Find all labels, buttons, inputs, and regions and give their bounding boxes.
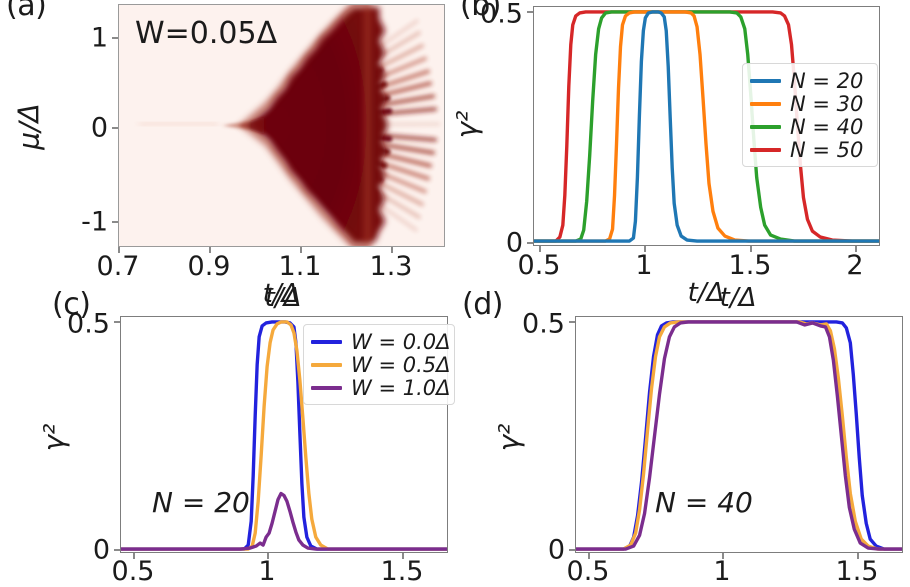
- legend-swatch-n20: [750, 78, 781, 83]
- panel-b-xtick-3: 2: [846, 250, 864, 281]
- panel-b-label: (b): [460, 0, 501, 23]
- panel-a-xtick-mark-3: [391, 247, 393, 253]
- panel-d-curves: [576, 317, 902, 552]
- panel-a-xtick-1: 0.9: [187, 251, 231, 282]
- panel-c-axes: [120, 316, 448, 553]
- panel-a-ytick-mark-1: [112, 127, 118, 129]
- legend-label-w10: W = 1.0Δ: [351, 375, 451, 400]
- panel-c-ytick-1: 0: [92, 534, 110, 566]
- panel-b-xtick-1: 1: [635, 250, 653, 281]
- legend-swatch-w10: [311, 385, 342, 390]
- panel-b-xtick-2: 1.5: [728, 250, 772, 281]
- legend-swatch-w05: [311, 362, 342, 367]
- legend-label-w00: W = 0.0Δ: [351, 329, 451, 354]
- panel-a-xtick-mark-2: [300, 247, 302, 253]
- panel-d-xtick-mark-1: [722, 553, 724, 559]
- figure-root: (a): [6, 0, 903, 587]
- panel-b-xtick-mark-3: [855, 246, 857, 252]
- panel-b-xtick-mark-2: [750, 246, 752, 252]
- panel-a-heatmap: [119, 5, 444, 246]
- panel-d-xtick-1: 1: [713, 556, 731, 587]
- panel-c-xtick-mark-2: [402, 553, 404, 559]
- panel-a-ytick-mark-2: [112, 221, 118, 223]
- legend-item-n20: N = 20: [750, 68, 868, 93]
- panel-a-xtick-2: 1.1: [278, 251, 322, 282]
- legend-item-n50: N = 50: [750, 137, 868, 162]
- panel-b-xtick-mark-1: [644, 246, 646, 252]
- panel-a-xtick-0: 0.7: [96, 251, 140, 282]
- panel-d-ytick-mark-1: [569, 549, 575, 551]
- panel-a-xtick-3: 1.3: [369, 251, 413, 282]
- panel-a-xtick-mark-0: [118, 247, 120, 253]
- panel-b-xtick-mark-0: [539, 246, 541, 252]
- panel-d-xtick-mark-2: [857, 553, 859, 559]
- panel-c-curves: [121, 317, 447, 552]
- panel-d-ylabel: γ²: [492, 423, 526, 452]
- panel-a-axes: [118, 4, 445, 247]
- panel-c-xtick-1: 1: [258, 556, 276, 587]
- panel-a-xlabel: t/Δ: [262, 279, 300, 309]
- panel-c-ylabel: γ²: [37, 423, 71, 452]
- legend-swatch-n40: [750, 124, 781, 129]
- legend-swatch-n30: [750, 101, 781, 106]
- panel-d-ytick-0: 0.5: [522, 308, 565, 340]
- legend-label-n40: N = 40: [790, 114, 864, 139]
- panel-a-label: (a): [6, 0, 47, 23]
- panel-c-annotation: N = 20: [152, 486, 250, 519]
- panel-a-xtick-mark-1: [209, 247, 211, 253]
- panel-b-legend: N = 20 N = 30 N = 40 N = 50: [742, 63, 878, 167]
- panel-b-ytick-1: 0: [505, 227, 523, 259]
- panel-d-xtick-0: 0.5: [566, 556, 610, 587]
- panel-d-xtick-mark-0: [588, 553, 590, 559]
- panel-d-axes: [575, 316, 903, 553]
- legend-label-n50: N = 50: [790, 137, 864, 162]
- panel-b-curves: [534, 7, 879, 245]
- panel-a-ytick-0: 1: [90, 22, 108, 54]
- panel-d-ytick-mark-0: [569, 321, 575, 323]
- panel-a-ytick-1: 0: [90, 112, 108, 144]
- legend-item-w10: W = 1.0Δ: [311, 376, 450, 400]
- legend-swatch-w00: [311, 339, 342, 344]
- panel-b-xlabel: t/Δ: [687, 278, 725, 308]
- panel-d-label: (d): [462, 287, 503, 322]
- panel-c-ytick-mark-0: [114, 321, 120, 323]
- panel-a-ylabel: μ/Δ: [12, 103, 46, 150]
- panel-c-legend: W = 0.0Δ W = 0.5Δ W = 1.0Δ: [303, 324, 455, 405]
- panel-d-annotation: N = 40: [655, 486, 753, 519]
- legend-label-w05: W = 0.5Δ: [351, 352, 451, 377]
- panel-d-xtick-2: 1.5: [835, 556, 879, 587]
- panel-b-ytick-mark-1: [527, 242, 533, 244]
- panel-b-ylabel: γ²: [450, 110, 484, 139]
- legend-label-n30: N = 30: [790, 91, 864, 116]
- legend-swatch-n50: [750, 147, 781, 152]
- legend-label-n20: N = 20: [790, 68, 864, 93]
- panel-c-label: (c): [52, 287, 91, 322]
- legend-item-n40: N = 40: [750, 114, 868, 139]
- panel-d-xlabel: t/Δ: [719, 283, 757, 313]
- panel-c-xtick-mark-0: [133, 553, 135, 559]
- panel-c-ytick-0: 0.5: [67, 308, 110, 340]
- panel-a-annotation: W=0.05Δ: [135, 16, 278, 51]
- panel-b-xtick-0: 0.5: [517, 250, 561, 281]
- panel-a-ytick-2: -1: [81, 206, 108, 238]
- legend-item-n30: N = 30: [750, 91, 868, 116]
- panel-b-ytick-0: 0.5: [480, 0, 523, 30]
- panel-c-xtick-mark-1: [267, 553, 269, 559]
- legend-item-w05: W = 0.5Δ: [311, 353, 450, 377]
- panel-c-ytick-mark-1: [114, 549, 120, 551]
- panel-b-ytick-mark-0: [527, 11, 533, 13]
- panel-c-xtick-0: 0.5: [111, 556, 155, 587]
- panel-c-xlabel: t/Δ: [264, 283, 302, 313]
- legend-item-w00: W = 0.0Δ: [311, 330, 450, 354]
- panel-a-ytick-mark-0: [112, 37, 118, 39]
- panel-c-xtick-2: 1.5: [380, 556, 424, 587]
- panel-d-ytick-1: 0: [547, 534, 565, 566]
